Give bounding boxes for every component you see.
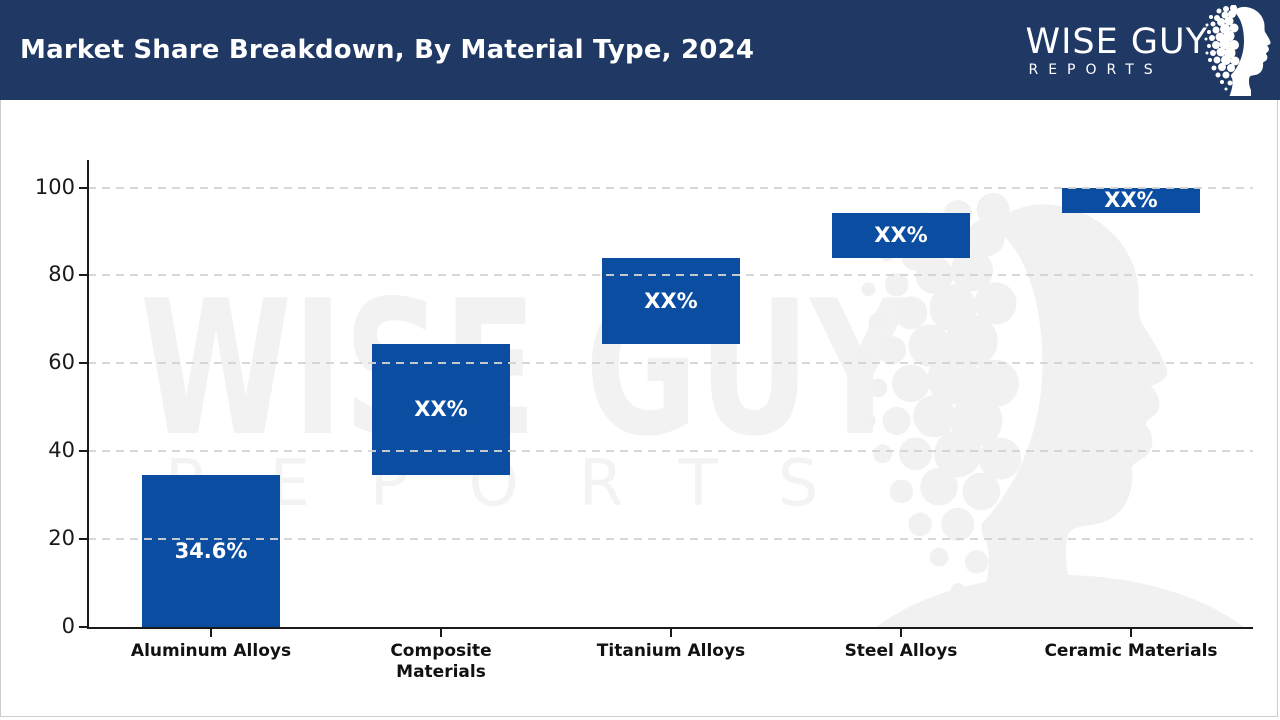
bar-value-label: XX% [414,397,468,422]
logo-wordmark: WISE GUY [1025,22,1208,63]
x-category-label-composite-materials: Composite Materials [390,641,492,683]
logo-face-icon [1204,5,1271,96]
y-tick-label-40: 40 [48,438,75,463]
gridline-40 [88,450,1253,453]
y-tick-100 [79,186,87,189]
y-tick-80 [79,274,87,277]
bar-composite-materials: XX% [372,344,510,475]
bar-value-label: XX% [874,223,928,248]
x-category-label-aluminum-alloys: Aluminum Alloys [130,641,292,661]
x-tick-steel-alloys [900,629,902,637]
bar-value-label: 34.6% [174,538,248,563]
y-tick-label-0: 0 [61,614,75,638]
x-tick-ceramic-materials [1130,629,1132,637]
y-tick-60 [79,362,87,365]
logo-subtext: REPORTS [1028,61,1163,78]
logo-text: WISE GUY REPORTS [1025,24,1208,78]
x-category-label-titanium-alloys: Titanium Alloys [596,641,746,661]
gridline-20 [88,538,1253,541]
y-tick-0 [79,626,87,628]
watermark-wordmark: WISE GUY [140,260,912,477]
bar-aluminum-alloys: 34.6% [142,474,280,627]
y-tick-20 [79,538,87,541]
watermark: WISE GUY REPORTS [140,192,1246,628]
bar-titanium-alloys: XX% [602,257,740,344]
x-category-label-steel-alloys: Steel Alloys [844,641,958,661]
header-bar: Market Share Breakdown, By Material Type… [0,0,1280,100]
brand-logo: WISE GUY REPORTS [1025,4,1272,98]
bar-steel-alloys: XX% [832,212,970,258]
y-tick-label-60: 60 [48,350,75,375]
x-tick-titanium-alloys [670,629,672,637]
y-axis-line [87,160,89,628]
x-tick-composite-materials [440,629,442,637]
gridline-80 [88,274,1253,277]
y-tick-label-80: 80 [48,262,75,287]
page-title: Market Share Breakdown, By Material Type… [20,35,755,65]
x-axis-line [87,627,1253,629]
y-tick-40 [79,450,87,453]
gridline-60 [88,362,1253,365]
gridline-100 [88,186,1253,189]
y-tick-label-20: 20 [48,526,75,551]
bar-value-label: XX% [644,288,698,313]
x-tick-aluminum-alloys [210,629,212,637]
y-tick-label-100: 100 [34,174,75,199]
watermark-shoulder-shape [874,575,1246,628]
x-category-label-ceramic-materials: Ceramic Materials [1044,641,1218,661]
bar-value-label: XX% [1104,188,1158,213]
bar-ceramic-materials: XX% [1062,187,1200,213]
